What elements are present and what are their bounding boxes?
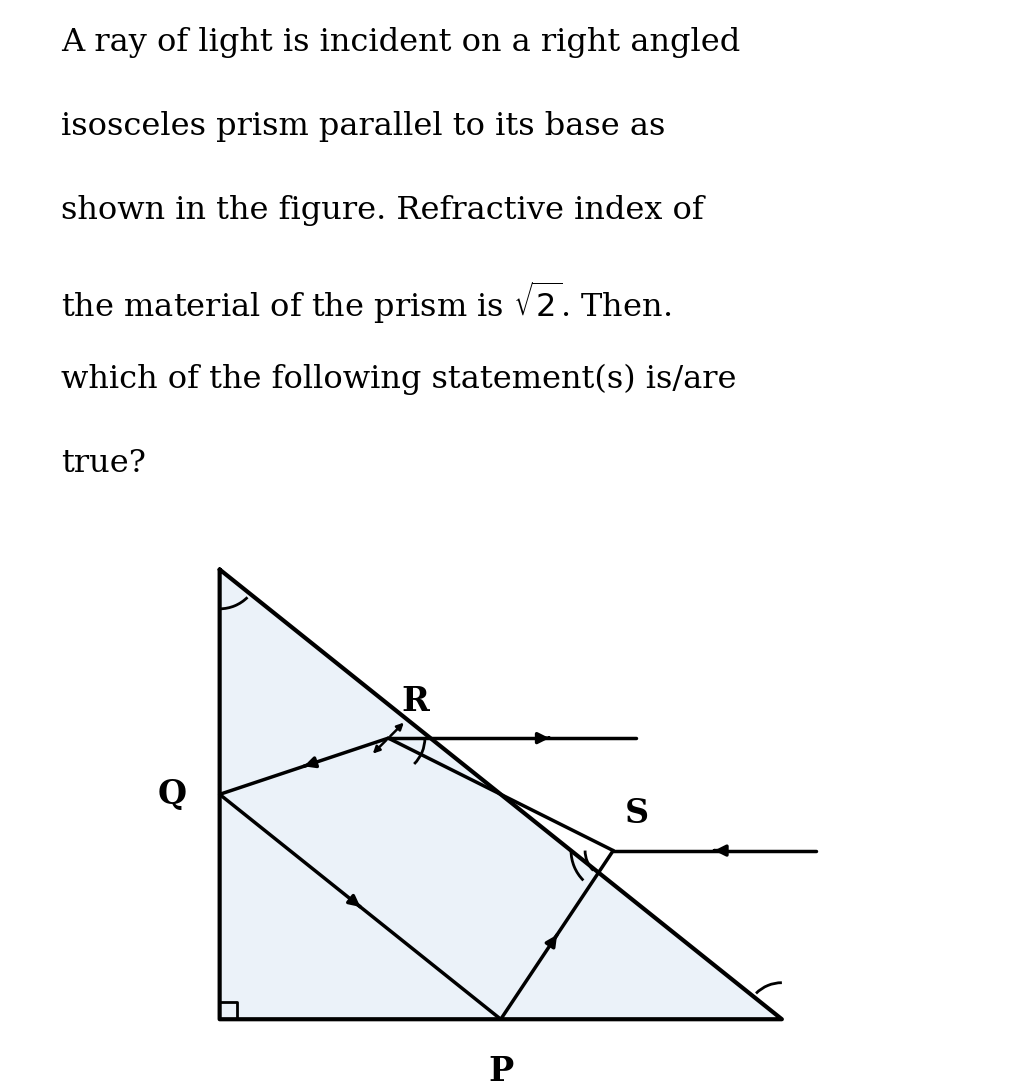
Text: A ray of light is incident on a right angled: A ray of light is incident on a right an… xyxy=(61,27,740,58)
Polygon shape xyxy=(219,569,782,1019)
Text: true?: true? xyxy=(61,448,146,478)
Text: Q: Q xyxy=(158,778,186,811)
Text: S: S xyxy=(625,797,648,830)
Text: the material of the prism is $\sqrt{2}$. Then.: the material of the prism is $\sqrt{2}$.… xyxy=(61,280,672,327)
Text: which of the following statement(s) is/are: which of the following statement(s) is/a… xyxy=(61,364,737,395)
Text: isosceles prism parallel to its base as: isosceles prism parallel to its base as xyxy=(61,111,666,142)
Text: P: P xyxy=(488,1055,513,1089)
Text: R: R xyxy=(401,685,430,717)
Text: shown in the figure. Refractive index of: shown in the figure. Refractive index of xyxy=(61,195,705,226)
